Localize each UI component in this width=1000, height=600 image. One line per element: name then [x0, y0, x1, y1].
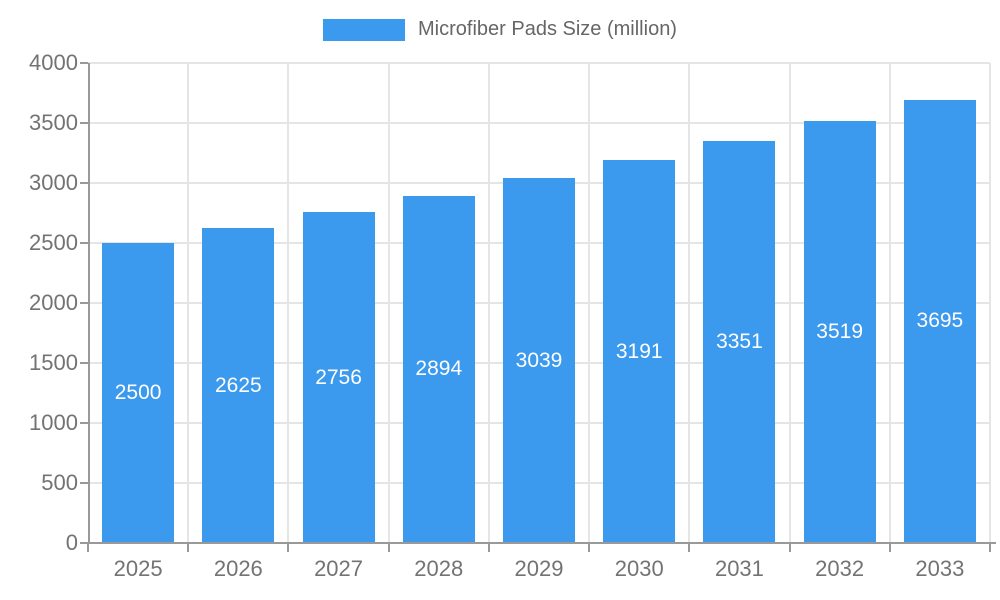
- y-axis-tick: [80, 422, 88, 424]
- gridline-v: [187, 63, 190, 543]
- x-axis-line: [88, 542, 996, 544]
- y-axis-tick: [80, 302, 88, 304]
- bar-value-label: 3351: [716, 329, 763, 353]
- bar-value-label: 3519: [816, 319, 864, 343]
- bar: 3519: [803, 120, 876, 543]
- y-axis-tick: [80, 122, 88, 124]
- x-axis-label: 2033: [915, 556, 965, 581]
- bar-value-label: 2756: [315, 365, 362, 389]
- x-axis-tick: [588, 543, 591, 552]
- bar: 3695: [903, 99, 976, 543]
- y-axis-label: 3500: [29, 110, 78, 135]
- legend-swatch-icon: [323, 18, 406, 41]
- y-axis-tick: [80, 362, 88, 364]
- gridline-v: [788, 63, 791, 543]
- gridline-v: [888, 63, 891, 543]
- bar-value-label: 2500: [114, 381, 162, 404]
- y-axis-label: 500: [41, 470, 78, 495]
- y-axis-label: 2000: [29, 290, 78, 315]
- legend-item[interactable]: Microfiber Pads Size (million): [323, 18, 677, 41]
- x-axis-tick: [788, 543, 791, 552]
- x-axis-label: 2025: [113, 556, 163, 581]
- bar-value-label: 3039: [515, 348, 563, 372]
- x-axis-tick: [87, 543, 89, 552]
- bar: 2756: [302, 212, 375, 543]
- x-axis-label: 2032: [815, 556, 865, 581]
- x-axis-tick: [688, 543, 691, 552]
- plot-area: 2500 2625 2756 2894 3039 3191 3351 3519 3695: [80, 62, 996, 552]
- gridline-v: [588, 63, 591, 543]
- y-axis-label: 1000: [29, 410, 78, 435]
- legend-label: Microfiber Pads Size (million): [418, 18, 677, 40]
- x-axis-tick: [989, 543, 991, 552]
- x-axis-label: 2028: [414, 556, 464, 581]
- y-axis-tick: [80, 482, 88, 484]
- y-axis-tick: [80, 542, 88, 544]
- x-axis-label: 2030: [614, 556, 664, 581]
- x-axis-tick: [888, 543, 891, 552]
- gridline-v: [989, 63, 991, 543]
- bar-value-label: 3695: [916, 309, 964, 333]
- x-axis-tick: [387, 543, 390, 552]
- bar: 2894: [402, 195, 475, 543]
- bar: 3351: [703, 140, 776, 543]
- x-axis-label: 2029: [514, 556, 564, 581]
- x-axis-tick: [487, 543, 490, 552]
- gridline-v: [387, 63, 390, 543]
- y-axis-tick: [80, 182, 88, 184]
- bar: 3191: [603, 160, 676, 543]
- x-axis-label: 2031: [714, 556, 764, 581]
- bar: 2500: [102, 243, 175, 543]
- x-axis-tick: [187, 543, 190, 552]
- gridline-v: [688, 63, 691, 543]
- y-axis-line: [88, 63, 90, 543]
- bar-value-label: 2894: [415, 357, 463, 381]
- bar-value-label: 2625: [214, 373, 262, 397]
- legend: Microfiber Pads Size (million): [0, 18, 1000, 41]
- bar: 2625: [202, 228, 275, 543]
- y-axis-label: 4000: [29, 50, 78, 75]
- x-axis-tick: [287, 543, 290, 552]
- y-axis-label: 1500: [29, 350, 78, 375]
- gridline-h: [88, 62, 990, 64]
- x-axis-label: 2027: [314, 556, 364, 581]
- y-axis-label: 2500: [29, 230, 78, 255]
- gridline-h: [88, 122, 990, 124]
- y-axis-label: 3000: [29, 170, 78, 195]
- bar-value-label: 3191: [615, 339, 663, 363]
- bar: 3039: [503, 178, 575, 543]
- y-axis-label: 0: [65, 530, 78, 555]
- x-axis-label: 2026: [213, 556, 263, 581]
- gridline-v: [287, 63, 290, 543]
- y-axis-tick: [80, 242, 88, 244]
- gridline-v: [487, 63, 490, 543]
- y-axis-tick: [80, 62, 88, 64]
